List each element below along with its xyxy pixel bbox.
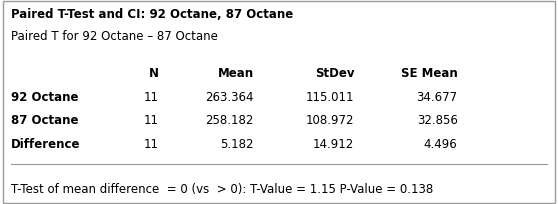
Text: 11: 11: [144, 114, 159, 127]
Text: 5.182: 5.182: [220, 138, 254, 151]
Text: T-Test of mean difference  = 0 (vs  > 0): T-Value = 1.15 P-Value = 0.138: T-Test of mean difference = 0 (vs > 0): …: [11, 183, 434, 196]
Text: N: N: [149, 67, 159, 80]
Text: 87 Octane: 87 Octane: [11, 114, 79, 127]
Text: 115.011: 115.011: [306, 91, 354, 104]
Text: 11: 11: [144, 91, 159, 104]
Text: Paired T-Test and CI: 92 Octane, 87 Octane: Paired T-Test and CI: 92 Octane, 87 Octa…: [11, 8, 294, 21]
Text: 108.972: 108.972: [306, 114, 354, 127]
Text: Mean: Mean: [218, 67, 254, 80]
Text: SE Mean: SE Mean: [401, 67, 458, 80]
Text: Paired T for 92 Octane – 87 Octane: Paired T for 92 Octane – 87 Octane: [11, 30, 218, 43]
Text: 92 Octane: 92 Octane: [11, 91, 79, 104]
Text: 263.364: 263.364: [205, 91, 254, 104]
Text: Difference: Difference: [11, 138, 81, 151]
Text: 14.912: 14.912: [313, 138, 354, 151]
Text: 32.856: 32.856: [417, 114, 458, 127]
Text: 258.182: 258.182: [205, 114, 254, 127]
Text: 4.496: 4.496: [424, 138, 458, 151]
Text: 11: 11: [144, 138, 159, 151]
Text: 34.677: 34.677: [416, 91, 458, 104]
FancyBboxPatch shape: [3, 1, 555, 203]
Text: StDev: StDev: [315, 67, 354, 80]
